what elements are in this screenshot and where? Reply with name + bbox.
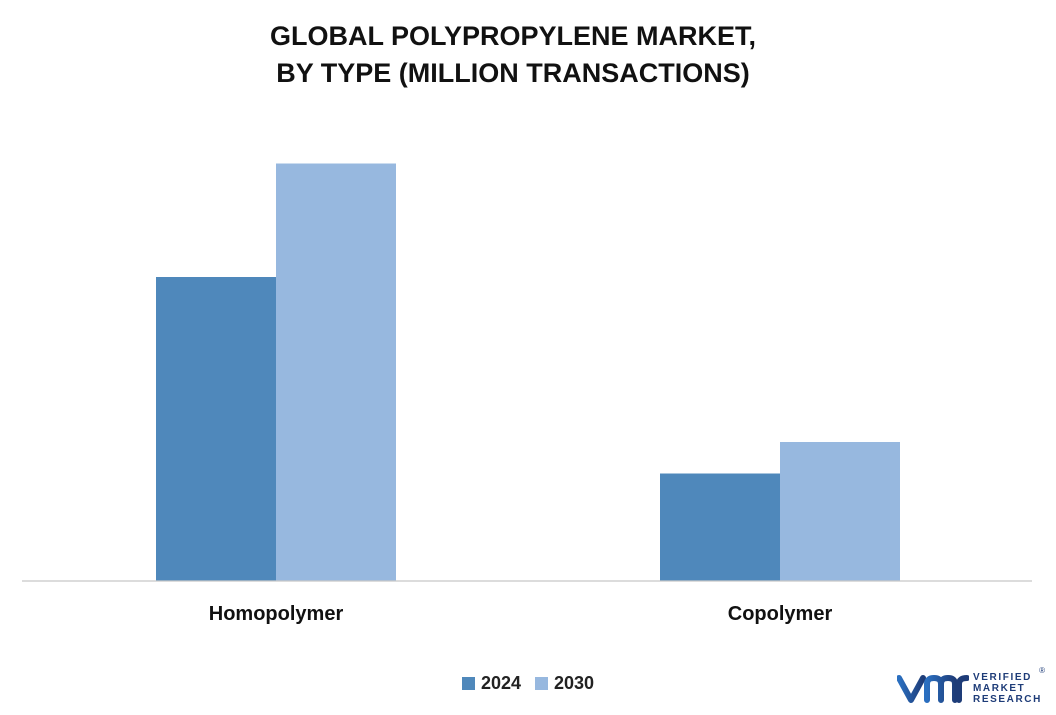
chart-title: GLOBAL POLYPROPYLENE MARKET, BY TYPE (MI… (0, 18, 1026, 92)
vmr-logo-icon (897, 674, 969, 703)
bars-group (156, 163, 900, 581)
bar-copolymer-2024 (660, 473, 780, 581)
legend-item-2024: 2024 (461, 673, 521, 694)
chart-title-line-1: GLOBAL POLYPROPYLENE MARKET, (269, 21, 757, 51)
bar-copolymer-2030 (780, 442, 900, 581)
legend-item-2030: 2030 (535, 673, 594, 694)
legend-label-2024: 2024 (480, 673, 521, 693)
category-label-homopolymer: Homopolymer (209, 603, 344, 625)
bar-homopolymer-2030 (276, 163, 396, 581)
category-labels: Homopolymer Copolymer (209, 603, 833, 625)
logo-text: VERIFIED MARKET RESEARCH (973, 672, 1042, 705)
registered-mark: ® (1039, 666, 1045, 675)
legend: 2024 2030 (0, 673, 1056, 694)
legend-label-2030: 2030 (554, 673, 595, 693)
logo-line-3: RESEARCH (973, 693, 1042, 705)
category-label-copolymer: Copolymer (728, 603, 833, 625)
bar-homopolymer-2024 (156, 277, 276, 581)
chart-title-line-2: BY TYPE (MILLION TRANSACTIONS) (276, 58, 750, 88)
legend-swatch-2024 (461, 677, 475, 690)
legend-swatch-2030 (535, 677, 548, 690)
verified-market-research-logo: VERIFIED MARKET RESEARCH ® (897, 666, 1049, 709)
logo-line-2: MARKET (973, 682, 1026, 694)
logo-line-1: VERIFIED (973, 671, 1032, 683)
